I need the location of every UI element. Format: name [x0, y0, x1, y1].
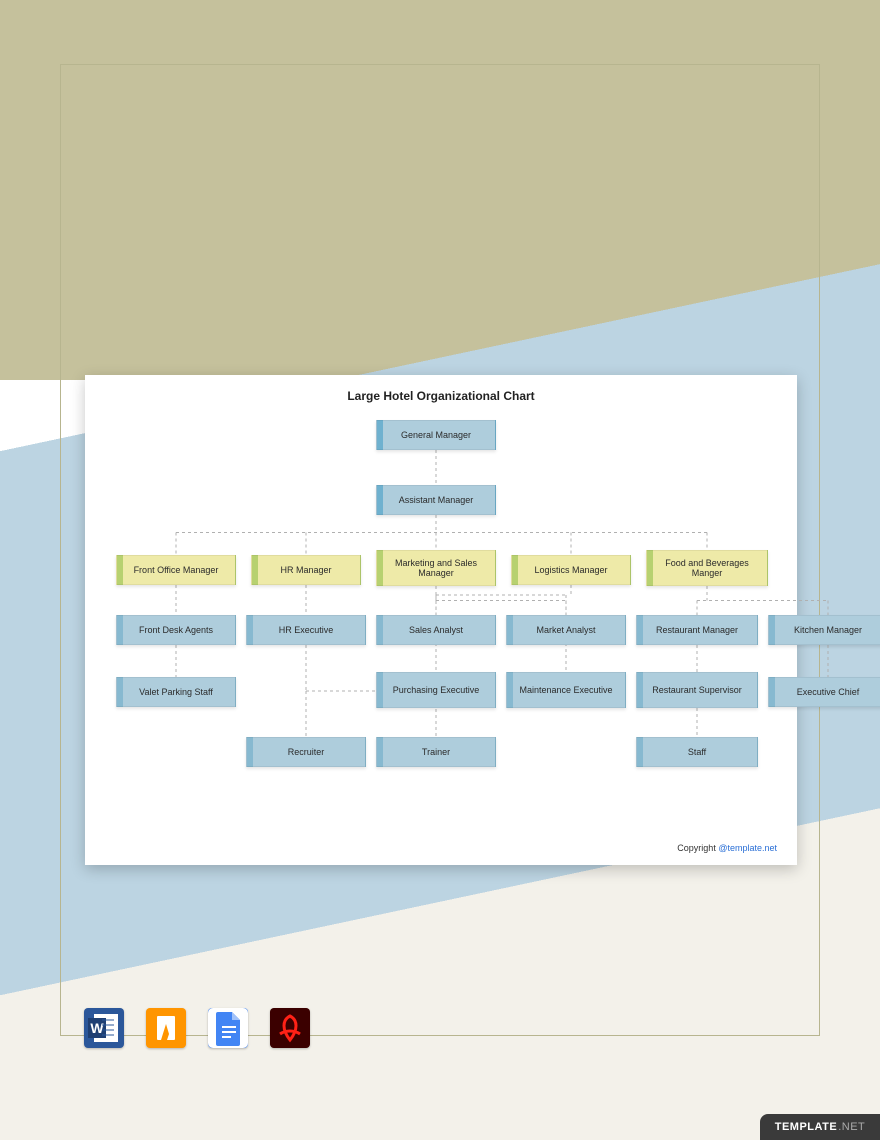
- svg-text:W: W: [90, 1020, 104, 1036]
- org-node-rs: Restaurant Supervisor: [636, 672, 758, 708]
- org-node-ec: Executive Chief: [768, 677, 880, 707]
- pages-icon[interactable]: [146, 1008, 186, 1048]
- org-node-gm: General Manager: [376, 420, 496, 450]
- org-node-rm: Restaurant Manager: [636, 615, 758, 645]
- org-node-sa: Sales Analyst: [376, 615, 496, 645]
- org-node-vps: Valet Parking Staff: [116, 677, 236, 707]
- chart-card: Large Hotel Organizational Chart General…: [85, 375, 797, 865]
- org-chart: General Manager Assistant Manager Front Of…: [85, 415, 797, 845]
- org-node-am: Assistant Manager: [376, 485, 496, 515]
- org-node-trn: Trainer: [376, 737, 496, 767]
- org-node-msm: Marketing and Sales Manager: [376, 550, 496, 586]
- word-icon[interactable]: W: [84, 1008, 124, 1048]
- org-node-fnb: Food and Beverages Manger: [646, 550, 768, 586]
- org-node-log: Logistics Manager: [511, 555, 631, 585]
- org-node-me: Maintenance Executive: [506, 672, 626, 708]
- org-node-km: Kitchen Manager: [768, 615, 880, 645]
- org-node-front: Front Office Manager: [116, 555, 236, 585]
- copyright: Copyright @template.net: [677, 843, 777, 853]
- org-node-ma: Market Analyst: [506, 615, 626, 645]
- file-format-icons: W: [84, 1008, 310, 1048]
- gdocs-icon[interactable]: [208, 1008, 248, 1048]
- pdf-icon[interactable]: [270, 1008, 310, 1048]
- chart-title: Large Hotel Organizational Chart: [85, 389, 797, 403]
- org-node-hre: HR Executive: [246, 615, 366, 645]
- watermark: TEMPLATE.NET: [760, 1114, 880, 1140]
- org-node-fda: Front Desk Agents: [116, 615, 236, 645]
- org-node-rec: Recruiter: [246, 737, 366, 767]
- org-node-hr: HR Manager: [251, 555, 361, 585]
- org-node-stf: Staff: [636, 737, 758, 767]
- copyright-link[interactable]: @template.net: [718, 843, 777, 853]
- org-node-pe: Purchasing Executive: [376, 672, 496, 708]
